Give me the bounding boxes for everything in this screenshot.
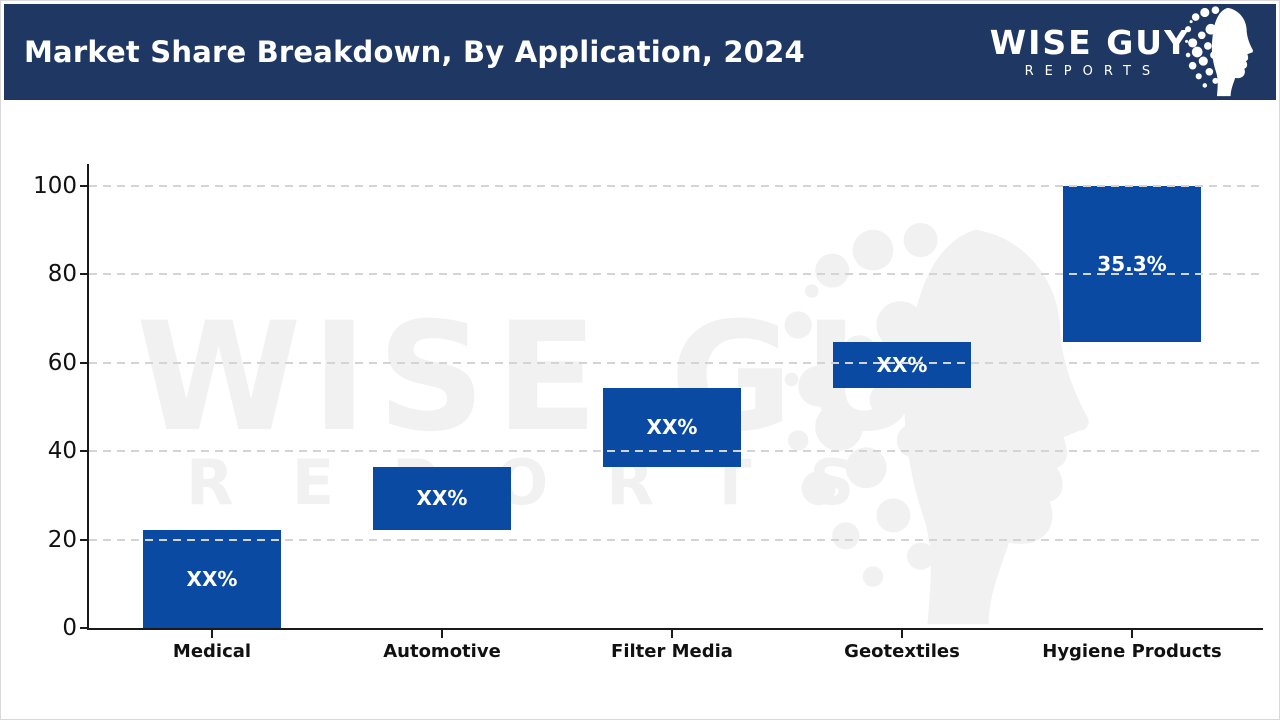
x-axis-spine [87,628,1263,630]
x-tick-mark [1131,630,1133,638]
logo-head-icon [1182,6,1258,98]
bar-medical: XX% [143,530,281,628]
y-axis-spine [87,164,89,630]
x-tick-label: Filter Media [611,641,733,662]
y-tick-label: 20 [47,526,77,553]
bar-value-label: 35.3% [1097,252,1167,276]
x-tick-mark [671,630,673,638]
gridline [89,450,1263,453]
bar-geotextiles: XX% [833,342,971,389]
bar-value-label: XX% [416,486,468,511]
gridline [89,273,1263,276]
y-tick-label: 40 [47,438,77,465]
watermark-text-line2: REPORTS [186,446,913,519]
x-tick-mark [901,630,903,638]
header-bar: Market Share Breakdown, By Application, … [4,4,1276,100]
y-tick-mark [80,538,88,541]
y-tick-mark [80,361,88,364]
y-tick-label: 0 [62,615,77,641]
watermark-head-icon [771,213,1111,641]
x-tick-mark [211,630,213,638]
logo-subtitle: REPORTS [1024,64,1162,79]
x-tick-mark [441,630,443,638]
bar-automotive: XX% [373,466,511,531]
chart-title: Market Share Breakdown, By Application, … [24,35,805,69]
gridline [89,185,1263,187]
x-tick-label: Hygiene Products [1042,641,1222,662]
x-tick-label: Automotive [383,641,501,662]
chart-area: WISE GUY REPORTS XX% Medical XX% Automotive… [1,101,1279,719]
y-tick-label: 60 [47,349,77,376]
y-tick-mark [80,273,88,276]
logo-name: WISE GUY [989,23,1190,62]
x-tick-label: Medical [172,641,252,662]
brand-logo: WISE GUY REPORTS [990,6,1258,98]
y-tick-label: 100 [33,173,77,199]
bar-value-label: XX% [876,353,928,378]
y-tick-mark [80,450,88,453]
y-tick-label: 80 [47,261,77,288]
bar-hygiene-products: 35.3% [1063,186,1201,342]
gridline [89,361,1263,364]
y-tick-mark [80,627,88,629]
y-tick-mark [80,185,88,187]
bar-filter-media: XX% [603,388,741,467]
bar-value-label: XX% [186,567,238,592]
gridline [89,538,1263,541]
x-tick-label: Geotextiles [844,641,960,662]
bar-value-label: XX% [646,415,698,440]
logo-wordmark: WISE GUY REPORTS [990,26,1190,78]
